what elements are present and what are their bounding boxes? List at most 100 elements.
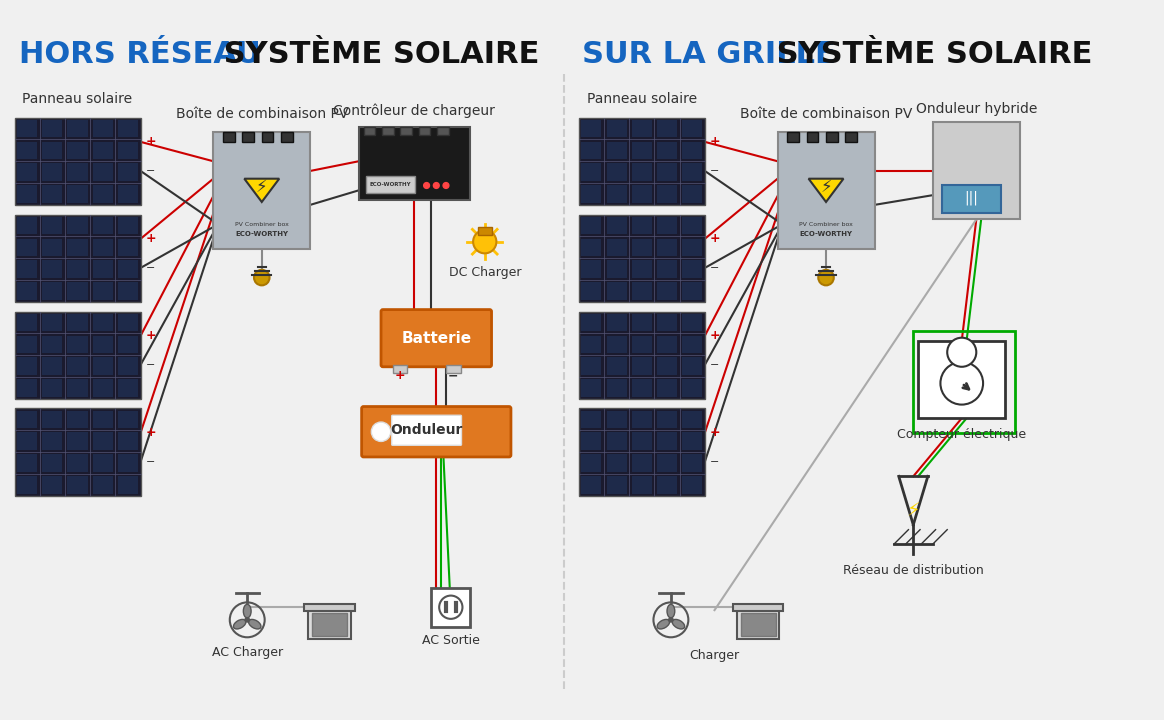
FancyBboxPatch shape bbox=[68, 379, 87, 397]
Text: ⚡: ⚡ bbox=[907, 501, 921, 520]
Text: SYSTÈME SOLAIRE: SYSTÈME SOLAIRE bbox=[213, 40, 540, 69]
Circle shape bbox=[947, 338, 977, 366]
Text: +: + bbox=[146, 233, 156, 246]
FancyBboxPatch shape bbox=[656, 379, 677, 397]
Text: −: − bbox=[710, 166, 719, 176]
FancyBboxPatch shape bbox=[392, 365, 407, 373]
FancyBboxPatch shape bbox=[845, 132, 857, 142]
FancyBboxPatch shape bbox=[632, 238, 652, 256]
FancyBboxPatch shape bbox=[42, 410, 63, 428]
FancyBboxPatch shape bbox=[17, 120, 37, 138]
FancyBboxPatch shape bbox=[579, 312, 705, 399]
FancyBboxPatch shape bbox=[656, 336, 677, 353]
FancyBboxPatch shape bbox=[606, 454, 626, 472]
Text: +: + bbox=[146, 135, 156, 148]
FancyBboxPatch shape bbox=[606, 336, 626, 353]
FancyBboxPatch shape bbox=[382, 127, 393, 135]
FancyBboxPatch shape bbox=[93, 282, 113, 300]
FancyBboxPatch shape bbox=[740, 613, 775, 636]
Polygon shape bbox=[244, 179, 279, 202]
Text: −: − bbox=[146, 263, 155, 273]
FancyBboxPatch shape bbox=[579, 215, 705, 302]
FancyBboxPatch shape bbox=[42, 357, 63, 375]
FancyBboxPatch shape bbox=[682, 238, 702, 256]
Circle shape bbox=[473, 230, 496, 253]
FancyBboxPatch shape bbox=[93, 336, 113, 353]
FancyBboxPatch shape bbox=[656, 163, 677, 181]
FancyBboxPatch shape bbox=[682, 454, 702, 472]
FancyBboxPatch shape bbox=[656, 454, 677, 472]
FancyBboxPatch shape bbox=[656, 238, 677, 256]
FancyBboxPatch shape bbox=[118, 433, 139, 450]
FancyBboxPatch shape bbox=[17, 454, 37, 472]
FancyBboxPatch shape bbox=[656, 120, 677, 138]
Circle shape bbox=[424, 183, 430, 189]
Text: Charger: Charger bbox=[689, 649, 739, 662]
Text: Onduleur: Onduleur bbox=[390, 423, 463, 437]
Text: −: − bbox=[146, 166, 155, 176]
FancyBboxPatch shape bbox=[656, 142, 677, 159]
FancyBboxPatch shape bbox=[682, 217, 702, 234]
FancyBboxPatch shape bbox=[93, 120, 113, 138]
FancyBboxPatch shape bbox=[118, 185, 139, 203]
FancyBboxPatch shape bbox=[118, 142, 139, 159]
FancyBboxPatch shape bbox=[118, 120, 139, 138]
Text: +: + bbox=[395, 369, 405, 382]
FancyBboxPatch shape bbox=[656, 282, 677, 300]
FancyBboxPatch shape bbox=[581, 120, 602, 138]
Text: AC Charger: AC Charger bbox=[212, 646, 283, 659]
FancyBboxPatch shape bbox=[17, 476, 37, 493]
FancyBboxPatch shape bbox=[93, 410, 113, 428]
FancyBboxPatch shape bbox=[118, 357, 139, 375]
FancyBboxPatch shape bbox=[42, 163, 63, 181]
FancyBboxPatch shape bbox=[93, 217, 113, 234]
FancyBboxPatch shape bbox=[242, 132, 254, 142]
Polygon shape bbox=[809, 179, 844, 202]
Text: AC Sortie: AC Sortie bbox=[421, 634, 480, 647]
Circle shape bbox=[668, 617, 674, 623]
FancyBboxPatch shape bbox=[606, 314, 626, 331]
FancyBboxPatch shape bbox=[682, 433, 702, 450]
FancyBboxPatch shape bbox=[932, 122, 1020, 220]
FancyBboxPatch shape bbox=[14, 215, 141, 302]
FancyBboxPatch shape bbox=[68, 163, 87, 181]
FancyBboxPatch shape bbox=[787, 132, 799, 142]
FancyBboxPatch shape bbox=[581, 185, 602, 203]
Ellipse shape bbox=[658, 619, 669, 629]
FancyBboxPatch shape bbox=[606, 379, 626, 397]
FancyBboxPatch shape bbox=[17, 261, 37, 278]
FancyBboxPatch shape bbox=[579, 408, 705, 496]
FancyBboxPatch shape bbox=[826, 132, 838, 142]
Text: Batterie: Batterie bbox=[402, 330, 471, 346]
FancyBboxPatch shape bbox=[363, 127, 375, 135]
FancyBboxPatch shape bbox=[581, 142, 602, 159]
FancyBboxPatch shape bbox=[632, 357, 652, 375]
Circle shape bbox=[244, 617, 250, 623]
FancyBboxPatch shape bbox=[606, 120, 626, 138]
Text: PV Combiner box: PV Combiner box bbox=[235, 222, 289, 227]
Text: SUR LA GRILLE: SUR LA GRILLE bbox=[582, 40, 836, 69]
FancyBboxPatch shape bbox=[581, 476, 602, 493]
FancyBboxPatch shape bbox=[581, 410, 602, 428]
FancyBboxPatch shape bbox=[778, 132, 874, 248]
FancyBboxPatch shape bbox=[581, 163, 602, 181]
FancyBboxPatch shape bbox=[308, 610, 352, 639]
Text: +: + bbox=[710, 329, 721, 342]
FancyBboxPatch shape bbox=[42, 379, 63, 397]
FancyBboxPatch shape bbox=[581, 336, 602, 353]
FancyBboxPatch shape bbox=[606, 410, 626, 428]
FancyBboxPatch shape bbox=[42, 142, 63, 159]
Text: Boîte de combinaison PV: Boîte de combinaison PV bbox=[740, 107, 913, 120]
FancyBboxPatch shape bbox=[632, 282, 652, 300]
FancyBboxPatch shape bbox=[68, 314, 87, 331]
FancyBboxPatch shape bbox=[17, 314, 37, 331]
FancyBboxPatch shape bbox=[943, 186, 1001, 212]
FancyBboxPatch shape bbox=[432, 588, 470, 626]
FancyBboxPatch shape bbox=[391, 415, 461, 445]
Circle shape bbox=[443, 183, 449, 189]
FancyBboxPatch shape bbox=[682, 314, 702, 331]
FancyBboxPatch shape bbox=[42, 314, 63, 331]
Ellipse shape bbox=[234, 619, 246, 629]
FancyBboxPatch shape bbox=[632, 261, 652, 278]
FancyBboxPatch shape bbox=[581, 238, 602, 256]
